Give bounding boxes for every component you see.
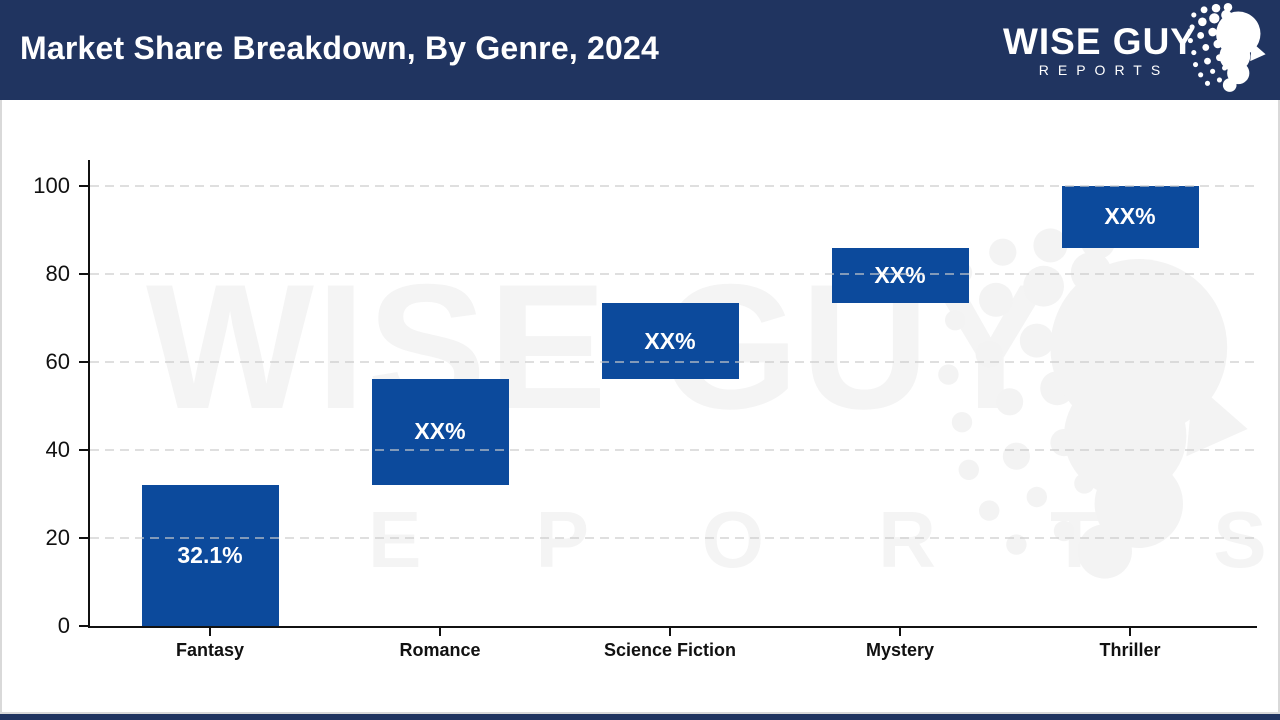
y-axis-line <box>88 160 90 628</box>
x-tick-3 <box>899 628 901 636</box>
bar-value-label: XX% <box>874 262 926 289</box>
gridline-100 <box>90 185 1257 187</box>
gridline-60 <box>90 361 1257 363</box>
gridline-20 <box>90 537 1257 539</box>
y-tick-label-0: 0 <box>57 613 70 638</box>
y-tick-label-80: 80 <box>45 261 70 286</box>
x-axis-line <box>88 626 1257 628</box>
logo-wordmark: WISE GUY <box>1002 21 1196 62</box>
x-tick-4 <box>1129 628 1131 636</box>
bar-science-fiction: XX% <box>601 303 739 379</box>
content-border-right <box>1278 100 1280 712</box>
bar-fantasy: 32.1% <box>141 484 279 626</box>
y-tick-label-20: 20 <box>45 525 70 550</box>
wise-guy-reports-logo: WISE GUY REPORTS <box>1003 0 1274 100</box>
x-tick-1 <box>439 628 441 636</box>
header-bar: Market Share Breakdown, By Genre, 2024 W… <box>0 0 1280 100</box>
x-category-label-1: Romance <box>399 640 481 660</box>
y-tick-80 <box>79 273 88 275</box>
x-category-label-3: Mystery <box>865 640 935 660</box>
content-border-left <box>0 100 2 712</box>
bar-thriller: XX% <box>1061 186 1199 248</box>
y-tick-60 <box>79 361 88 363</box>
bar-value-label: XX% <box>644 327 696 354</box>
y-tick-0 <box>79 625 88 627</box>
bar-value-label: 32.1% <box>177 541 243 568</box>
x-tick-2 <box>669 628 671 636</box>
bar-mystery: XX% <box>831 247 969 304</box>
y-tick-label-40: 40 <box>45 437 70 462</box>
x-category-label-4: Thriller <box>1099 640 1161 660</box>
bar-romance: XX% <box>371 378 509 485</box>
x-category-label-0: Fantasy <box>175 640 245 660</box>
gridline-40 <box>90 449 1257 451</box>
gridline-80 <box>90 273 1257 275</box>
x-category-label-2: Science Fiction <box>603 640 737 660</box>
bar-value-label: XX% <box>414 418 466 445</box>
y-tick-100 <box>79 185 88 187</box>
footer-bar <box>0 714 1280 720</box>
logo-subtitle: REPORTS <box>1038 62 1170 78</box>
bar-value-label: XX% <box>1104 203 1156 230</box>
content-border-bottom <box>0 712 1280 714</box>
logo-text: WISE GUY REPORTS <box>1003 23 1196 77</box>
y-tick-20 <box>79 537 88 539</box>
page-title: Market Share Breakdown, By Genre, 2024 <box>20 30 659 67</box>
y-tick-label-100: 100 <box>33 173 70 198</box>
y-tick-40 <box>79 449 88 451</box>
x-tick-0 <box>209 628 211 636</box>
y-tick-label-60: 60 <box>45 349 70 374</box>
